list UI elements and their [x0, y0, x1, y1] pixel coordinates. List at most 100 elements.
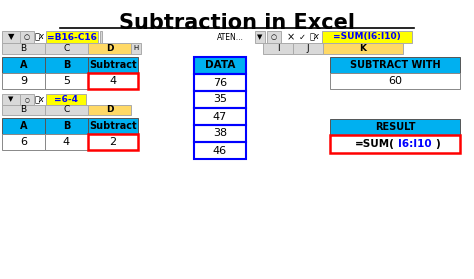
Bar — [263, 43, 293, 54]
Bar — [194, 108, 246, 125]
Text: 60: 60 — [388, 76, 402, 86]
Text: B: B — [63, 121, 70, 131]
Bar — [194, 142, 246, 159]
Text: I: I — [277, 44, 279, 53]
Bar — [255, 31, 265, 43]
Text: B: B — [20, 44, 27, 53]
Bar — [2, 134, 45, 150]
Text: =B16-C16: =B16-C16 — [47, 32, 97, 42]
Bar — [322, 31, 412, 43]
Text: K: K — [359, 44, 366, 53]
Text: SUBTRACT WITH: SUBTRACT WITH — [350, 60, 440, 70]
Bar — [88, 73, 138, 89]
Text: A: A — [20, 121, 27, 131]
Bar — [88, 118, 138, 134]
Text: 76: 76 — [213, 78, 227, 88]
Text: 4: 4 — [63, 137, 70, 147]
Bar — [2, 43, 45, 54]
Text: ▼: ▼ — [257, 34, 263, 40]
Text: H: H — [133, 45, 138, 52]
Bar — [194, 108, 246, 125]
Bar — [131, 43, 141, 54]
Text: 47: 47 — [213, 112, 227, 121]
Text: 𝑓x: 𝑓x — [35, 95, 45, 104]
Bar — [2, 105, 45, 115]
Text: C: C — [64, 105, 70, 114]
Bar — [293, 43, 323, 54]
Bar — [88, 134, 138, 150]
Text: 𝑓x: 𝑓x — [35, 32, 45, 42]
Bar — [194, 74, 246, 91]
Bar — [2, 73, 45, 89]
Bar — [46, 31, 98, 43]
Bar — [267, 31, 281, 43]
Bar — [88, 43, 131, 54]
Text: ○: ○ — [24, 34, 30, 40]
Bar — [45, 73, 88, 89]
Bar — [2, 118, 45, 134]
Text: B: B — [20, 105, 27, 114]
Text: =6-4: =6-4 — [54, 95, 78, 104]
Text: Subtract: Subtract — [89, 60, 137, 70]
Text: 2: 2 — [109, 137, 117, 147]
Bar — [45, 43, 88, 54]
Text: 35: 35 — [213, 95, 227, 105]
Bar — [194, 125, 246, 142]
Bar — [46, 94, 86, 105]
Bar — [194, 91, 246, 108]
Text: B: B — [63, 60, 70, 70]
Bar — [88, 57, 138, 73]
Text: I6:I10: I6:I10 — [398, 139, 432, 149]
Text: C: C — [64, 44, 70, 53]
Bar — [194, 91, 246, 108]
Text: ○: ○ — [271, 34, 277, 40]
Text: J: J — [307, 44, 310, 53]
Text: 6: 6 — [20, 137, 27, 147]
Text: =SUM(: =SUM( — [355, 139, 395, 149]
Text: ▼: ▼ — [9, 97, 14, 102]
Bar — [2, 31, 20, 43]
Bar — [100, 31, 102, 43]
Bar — [330, 135, 460, 153]
Bar — [45, 118, 88, 134]
Bar — [45, 134, 88, 150]
Text: RESULT: RESULT — [375, 122, 415, 132]
Bar — [330, 73, 460, 89]
Text: ○: ○ — [25, 97, 29, 102]
Bar — [194, 142, 246, 159]
Bar — [194, 57, 246, 74]
Bar — [45, 57, 88, 73]
Text: ×: × — [287, 32, 295, 42]
Bar — [323, 43, 403, 54]
Text: =SUM(I6:I10): =SUM(I6:I10) — [333, 32, 401, 42]
Bar — [194, 125, 246, 142]
Text: 46: 46 — [213, 146, 227, 155]
Bar — [2, 94, 20, 105]
Bar — [194, 74, 246, 91]
Bar — [20, 31, 34, 43]
Text: 𝑓x: 𝑓x — [310, 32, 320, 42]
Text: DATA: DATA — [205, 61, 235, 71]
Text: ▼: ▼ — [8, 32, 14, 42]
Bar — [88, 134, 138, 150]
Text: D: D — [106, 105, 113, 114]
Bar — [88, 105, 131, 115]
Text: ✓: ✓ — [299, 32, 306, 42]
Text: 38: 38 — [213, 129, 227, 138]
Text: 9: 9 — [20, 76, 27, 86]
Text: Subtraction in Excel: Subtraction in Excel — [119, 13, 355, 33]
Text: ): ) — [435, 139, 440, 149]
Bar — [330, 135, 460, 153]
Bar — [2, 57, 45, 73]
Bar — [330, 119, 460, 135]
Text: 5: 5 — [63, 76, 70, 86]
Text: Subtract: Subtract — [89, 121, 137, 131]
Text: D: D — [106, 44, 113, 53]
Text: ATEN...: ATEN... — [217, 32, 244, 42]
Text: 4: 4 — [109, 76, 117, 86]
Bar — [45, 105, 88, 115]
Bar — [330, 57, 460, 73]
Text: A: A — [20, 60, 27, 70]
Bar — [88, 73, 138, 89]
Bar — [20, 94, 34, 105]
